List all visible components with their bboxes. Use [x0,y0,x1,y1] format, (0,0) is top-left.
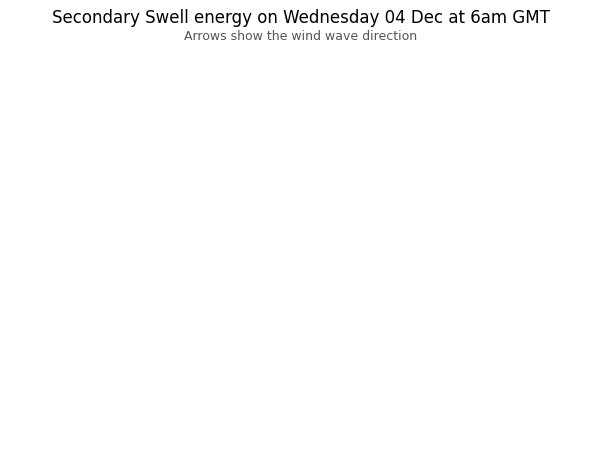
Text: Secondary Swell energy on Wednesday 04 Dec at 6am GMT: Secondary Swell energy on Wednesday 04 D… [93,252,508,266]
Text: Arrows show the wind wave direction: Arrows show the wind wave direction [184,30,417,43]
Text: Secondary Swell energy on Wednesday 04 Dec at 6am GMT: Secondary Swell energy on Wednesday 04 D… [52,9,549,27]
